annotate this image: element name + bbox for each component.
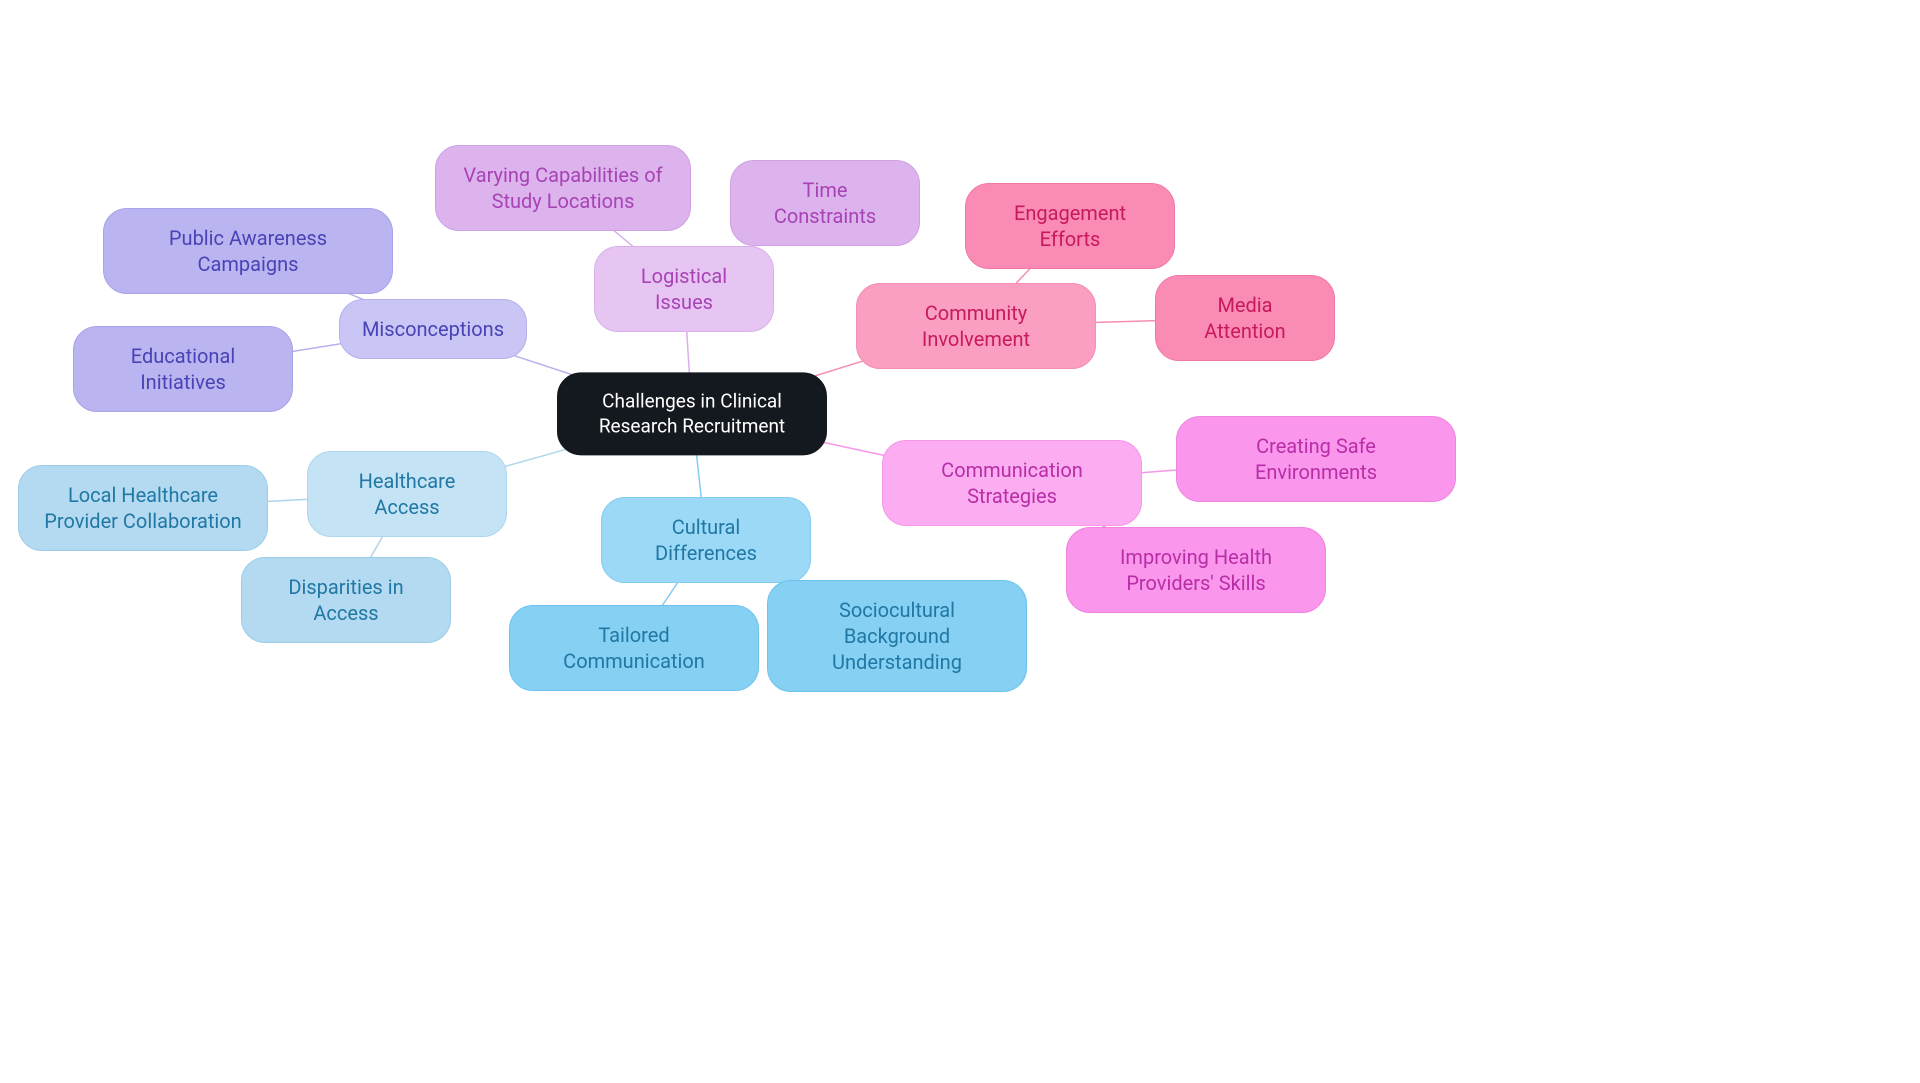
- leaf-educational-initiatives: Educational Initiatives: [73, 326, 293, 412]
- root-node: Challenges in Clinical Research Recruitm…: [557, 372, 827, 455]
- mindmap-canvas: Challenges in Clinical Research Recruitm…: [0, 0, 1920, 1083]
- leaf-disparities: Disparities in Access: [241, 557, 451, 643]
- leaf-local-provider: Local Healthcare Provider Collaboration: [18, 465, 268, 551]
- branch-communication: Communication Strategies: [882, 440, 1142, 526]
- branch-healthcare-access: Healthcare Access: [307, 451, 507, 537]
- leaf-media: Media Attention: [1155, 275, 1335, 361]
- leaf-engagement: Engagement Efforts: [965, 183, 1175, 269]
- leaf-safe-env: Creating Safe Environments: [1176, 416, 1456, 502]
- leaf-provider-skills: Improving Health Providers' Skills: [1066, 527, 1326, 613]
- edges-layer: [0, 0, 1920, 1083]
- branch-community: Community Involvement: [856, 283, 1096, 369]
- leaf-varying-capabilities: Varying Capabilities of Study Locations: [435, 145, 691, 231]
- leaf-sociocultural: Sociocultural Background Understanding: [767, 580, 1027, 692]
- leaf-public-awareness: Public Awareness Campaigns: [103, 208, 393, 294]
- leaf-time-constraints: Time Constraints: [730, 160, 920, 246]
- branch-cultural: Cultural Differences: [601, 497, 811, 583]
- branch-logistical: Logistical Issues: [594, 246, 774, 332]
- branch-misconceptions: Misconceptions: [339, 299, 527, 359]
- leaf-tailored-comm: Tailored Communication: [509, 605, 759, 691]
